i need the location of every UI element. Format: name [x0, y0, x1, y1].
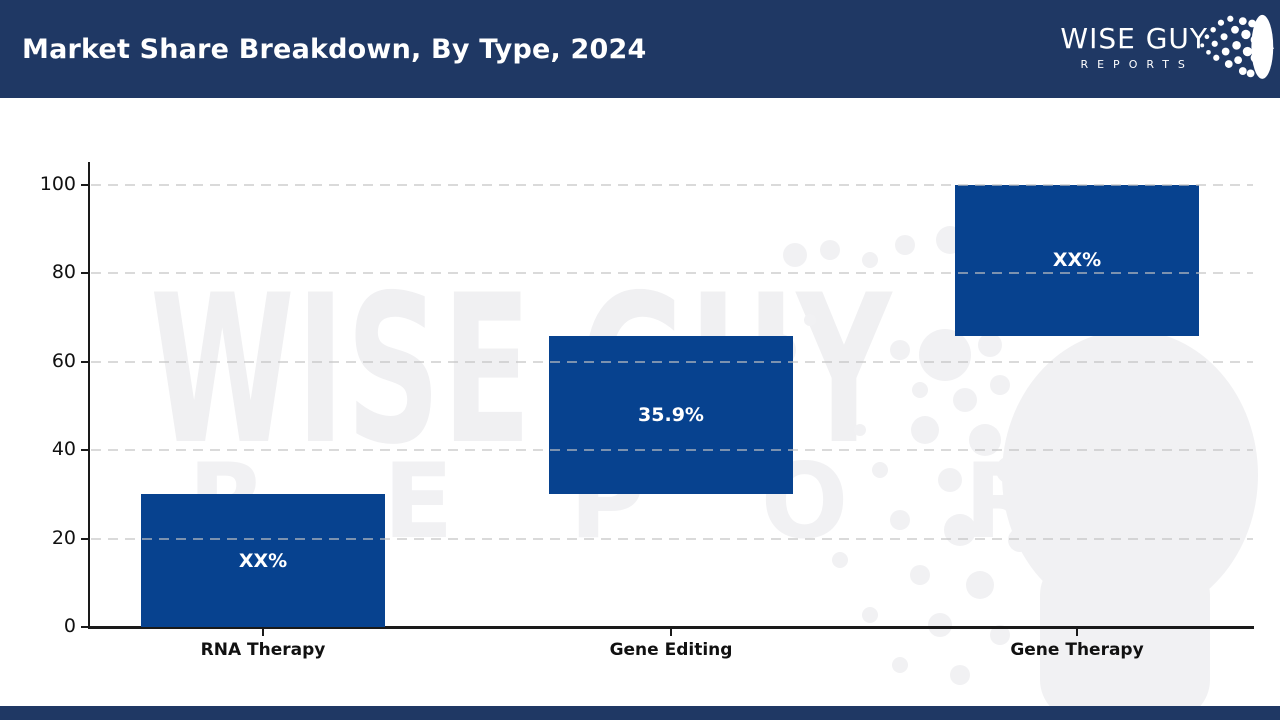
x-tick-label: Gene Therapy — [1010, 640, 1144, 660]
page-title: Market Share Breakdown, By Type, 2024 — [22, 33, 647, 65]
gridline-y-40 — [91, 449, 1253, 452]
y-tick-label: 60 — [51, 349, 76, 372]
bar-value-label: XX% — [1052, 249, 1102, 272]
gridline-y-80 — [91, 272, 1253, 275]
y-tick-mark — [81, 184, 88, 186]
gridline-y-20 — [91, 537, 1253, 540]
y-tick-label: 100 — [39, 173, 76, 195]
bar-gene-therapy: XX% — [955, 185, 1199, 336]
y-tick-label: 20 — [51, 526, 76, 549]
x-tick-mark — [670, 629, 672, 636]
y-axis-line — [88, 162, 90, 628]
wise-guy-reports-logo: WISE GUY REPORTS — [1034, 4, 1274, 94]
header-bar: Market Share Breakdown, By Type, 2024 WI… — [0, 0, 1280, 98]
watermark-head-graphic — [764, 226, 1258, 720]
x-tick-label: Gene Editing — [609, 640, 733, 660]
x-tick-mark — [262, 629, 264, 636]
y-tick-mark — [81, 449, 88, 452]
footer-bar — [0, 706, 1280, 720]
bar-gene-editing: 35.9% — [549, 335, 793, 495]
bar-value-label: 35.9% — [638, 404, 704, 427]
y-tick-mark — [81, 537, 88, 540]
y-tick-label: 80 — [51, 261, 76, 284]
bar-value-label: XX% — [238, 549, 288, 572]
y-tick-mark — [81, 360, 88, 363]
logo-text: WISE GUY REPORTS — [1060, 22, 1208, 71]
logo-sub-text: REPORTS — [1080, 58, 1194, 71]
logo-head-icon — [1200, 14, 1274, 79]
x-axis-line — [88, 626, 1254, 629]
y-tick-mark — [81, 626, 88, 628]
x-tick-label: RNA Therapy — [200, 640, 326, 660]
y-tick-label: 40 — [51, 438, 76, 461]
gridline-y-100 — [91, 184, 1253, 186]
x-tick-mark — [1076, 629, 1078, 636]
bar-rna-therapy: XX% — [141, 494, 385, 627]
y-tick-label: 0 — [63, 615, 76, 637]
gridline-y-60 — [91, 360, 1253, 363]
y-tick-mark — [81, 272, 88, 275]
logo-name-text: WISE GUY — [1060, 22, 1208, 55]
